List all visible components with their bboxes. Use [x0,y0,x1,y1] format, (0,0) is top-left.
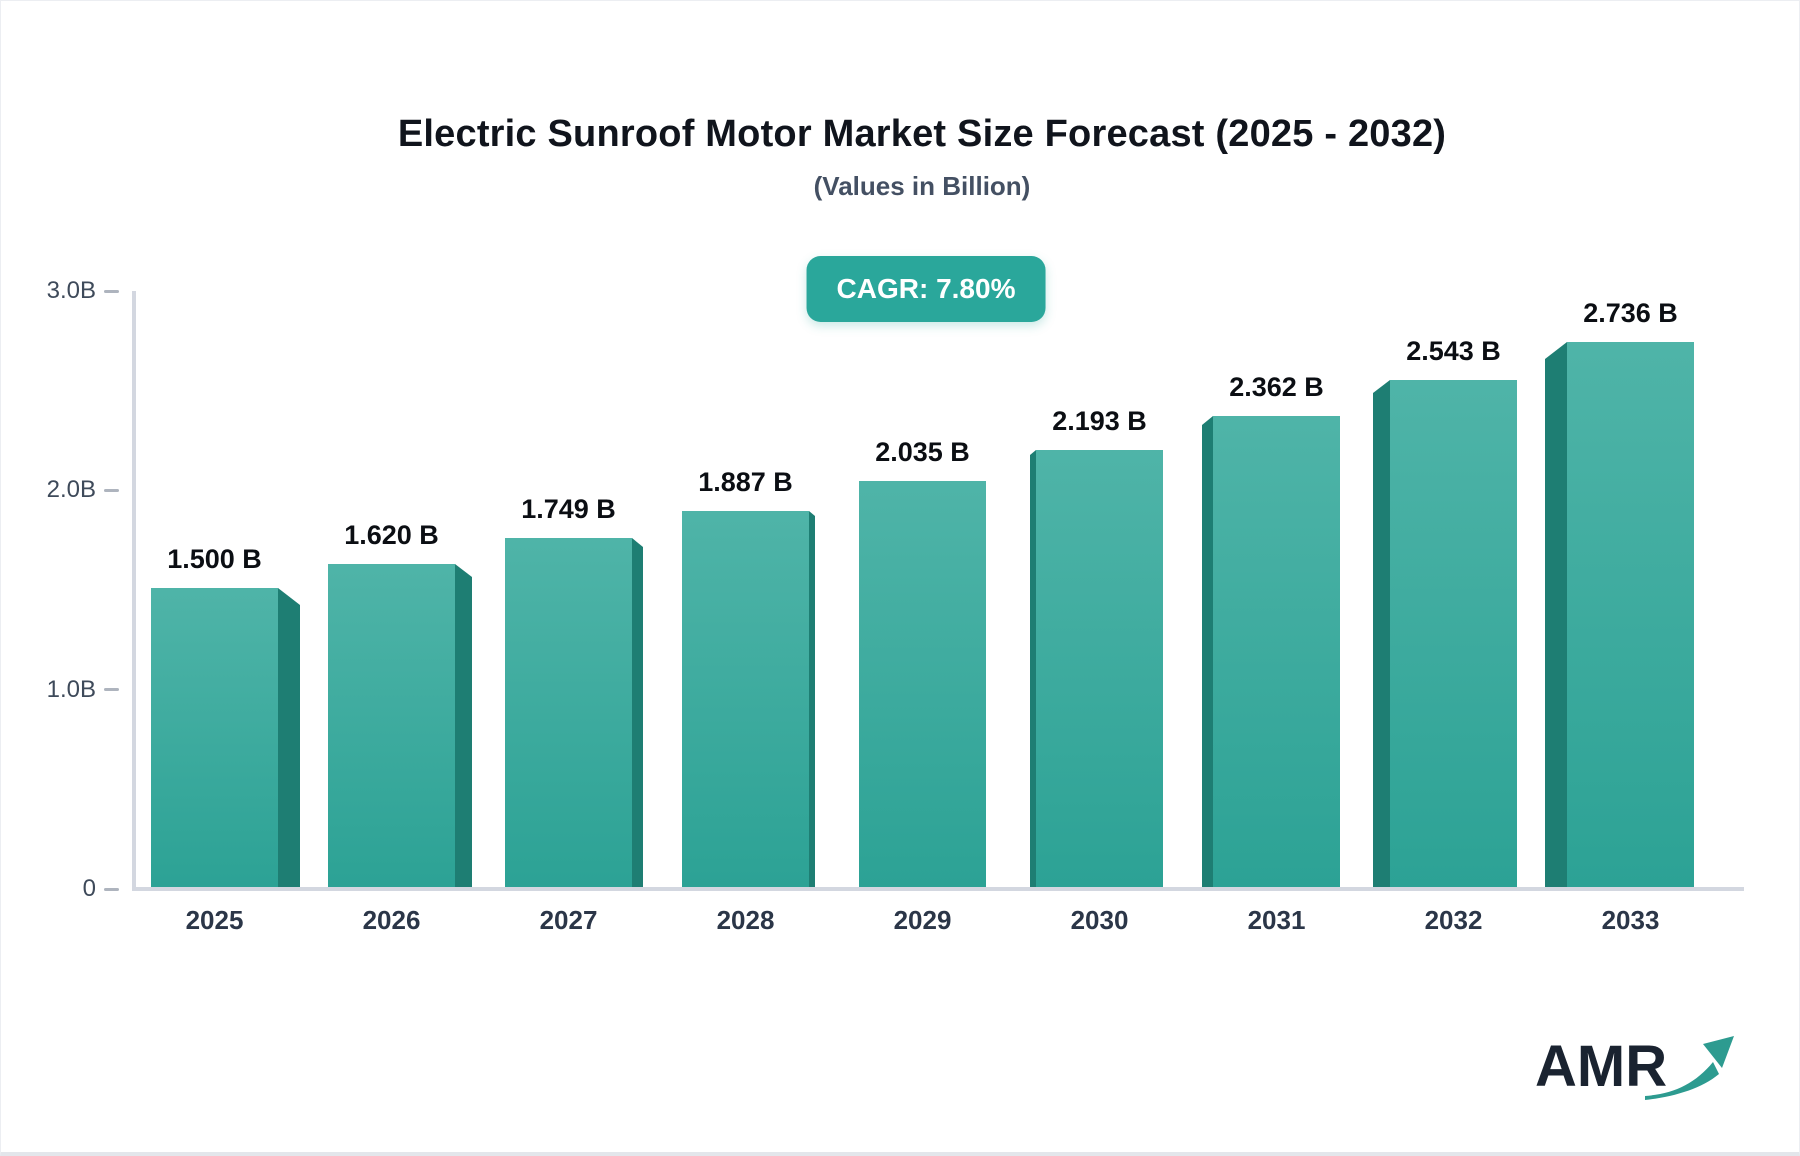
bar-front-face [682,511,809,887]
x-axis-label-2028: 2028 [716,905,775,935]
bar-value-label: 2.543 B [1406,336,1501,366]
x-axis-label-2030: 2030 [1070,905,1129,935]
y-tick-dash [104,688,119,692]
x-axis-label-2032: 2032 [1424,905,1483,935]
y-tick-dash [104,289,119,293]
y-tick-label: 3.0B [46,277,96,304]
x-axis-label-2027: 2027 [539,905,598,935]
bar-2028: 1.887 B [682,467,815,887]
bar-2025: 1.500 B [151,544,300,887]
bar-front-face [505,538,632,887]
bar-2026: 1.620 B [328,520,472,887]
bar-2027: 1.749 B [505,494,643,887]
bar-side-face [1030,450,1036,887]
bar-front-face [1036,450,1163,887]
y-tick-dash [104,887,119,891]
bar-front-face [859,481,986,887]
cagr-badge: CAGR: 7.80% [806,256,1046,322]
x-axis-label-2025: 2025 [185,905,244,935]
y-tick-label: 0 [82,875,96,902]
bar-2032: 2.543 B [1373,336,1517,887]
x-axis-label-2033: 2033 [1601,905,1660,935]
bar-value-label: 2.193 B [1052,406,1147,436]
bar-side-face [1202,416,1213,887]
x-axis-label-2029: 2029 [893,905,952,935]
bar-value-label: 1.887 B [698,467,793,497]
bar-value-label: 1.500 B [167,544,262,574]
bar-value-label: 2.362 B [1229,372,1324,402]
bar-side-face [278,588,300,887]
bar-value-label: 2.035 B [875,437,970,467]
y-tick-dash [104,488,119,492]
growth-arrow-icon [1645,1036,1734,1100]
bar-front-face [1213,416,1340,887]
bar-side-face [455,564,472,887]
chart-subtitle: (Values in Billion) [813,171,1031,201]
bar-side-face [1545,342,1567,887]
bar-front-face [151,588,278,887]
bar-value-label: 2.736 B [1583,298,1678,328]
bar-front-face [1390,380,1517,887]
bar-side-face [632,538,643,887]
bar-value-label: 1.620 B [344,520,439,550]
x-axis-label-2026: 2026 [362,905,421,935]
bar-2029: 2.035 B [859,437,986,887]
x-axis-baseline [132,887,1744,891]
chart-title: Electric Sunroof Motor Market Size Forec… [397,113,1447,155]
bar-2031: 2.362 B [1202,372,1340,887]
bar-2030: 2.193 B [1030,406,1163,887]
bar-value-label: 1.749 B [521,494,616,524]
y-axis-line [132,291,136,889]
bar-front-face [328,564,455,887]
bar-side-face [809,511,815,887]
bar-2033: 2.736 B [1545,298,1694,887]
brand-logo: AMR [1535,1033,1734,1113]
y-tick-label: 2.0B [46,476,96,504]
bar-side-face [1373,380,1390,887]
bar-front-face [1567,342,1694,887]
y-tick-label: 1.0B [46,675,96,703]
brand-logo-text: AMR [1535,1034,1668,1099]
x-axis-label-2031: 2031 [1247,905,1306,935]
